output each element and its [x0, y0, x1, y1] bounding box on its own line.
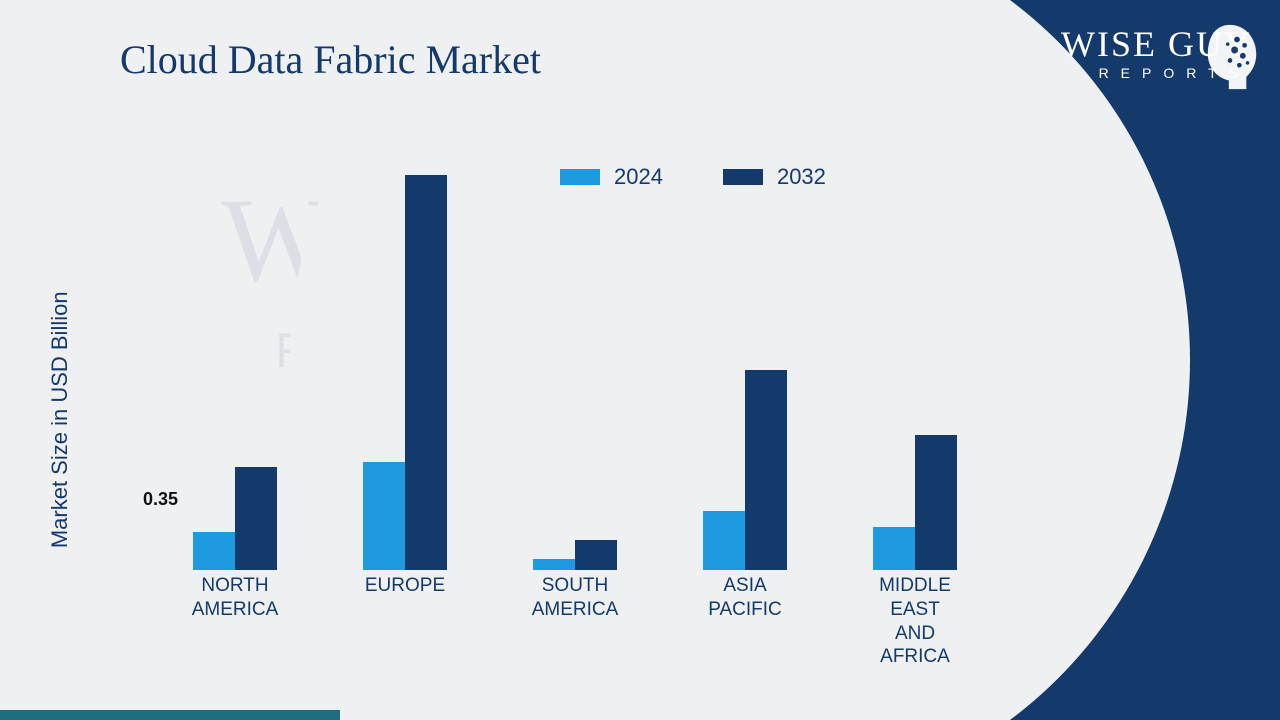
x-axis-label: ASIA PACIFIC [680, 574, 810, 622]
legend-swatch-2024 [560, 169, 600, 185]
brand-head-icon [1200, 22, 1260, 92]
bar [915, 435, 957, 570]
bar [533, 559, 575, 570]
bar [575, 540, 617, 570]
bottom-strip [0, 710, 340, 720]
bar [235, 467, 277, 570]
data-label: 0.35 [143, 489, 178, 510]
legend-swatch-2032 [723, 169, 763, 185]
legend-label-2024: 2024 [614, 164, 663, 190]
bar-group [340, 175, 470, 570]
bar [363, 462, 405, 570]
x-axis-label: SOUTH AMERICA [510, 574, 640, 622]
legend-item-2024: 2024 [560, 164, 663, 190]
stage: WISE GUY REPORTS Cloud Data Fabric Marke… [0, 0, 1280, 720]
x-axis-label: MIDDLE EAST AND AFRICA [850, 574, 980, 669]
bar [703, 511, 745, 570]
legend-label-2032: 2032 [777, 164, 826, 190]
plot-area: 0.35 [140, 170, 970, 570]
brand-logo: WISE GUY REPORTS [1061, 26, 1252, 80]
x-axis-label: NORTH AMERICA [170, 574, 300, 622]
legend-item-2032: 2032 [723, 164, 826, 190]
bar-group [850, 435, 980, 570]
right-panel: WISE GUY REPORTS [970, 0, 1280, 720]
bar [405, 175, 447, 570]
bar [873, 527, 915, 570]
bar [193, 532, 235, 570]
bar-group [510, 540, 640, 570]
x-axis-label: EUROPE [340, 574, 470, 598]
bar-group [170, 467, 300, 570]
bar-group [680, 370, 810, 570]
bar [745, 370, 787, 570]
legend: 2024 2032 [560, 164, 826, 190]
chart-area: Market Size in USD Billion 0.35 NORTH AM… [100, 170, 970, 680]
chart-title: Cloud Data Fabric Market [120, 36, 541, 83]
y-axis-label: Market Size in USD Billion [47, 291, 73, 548]
